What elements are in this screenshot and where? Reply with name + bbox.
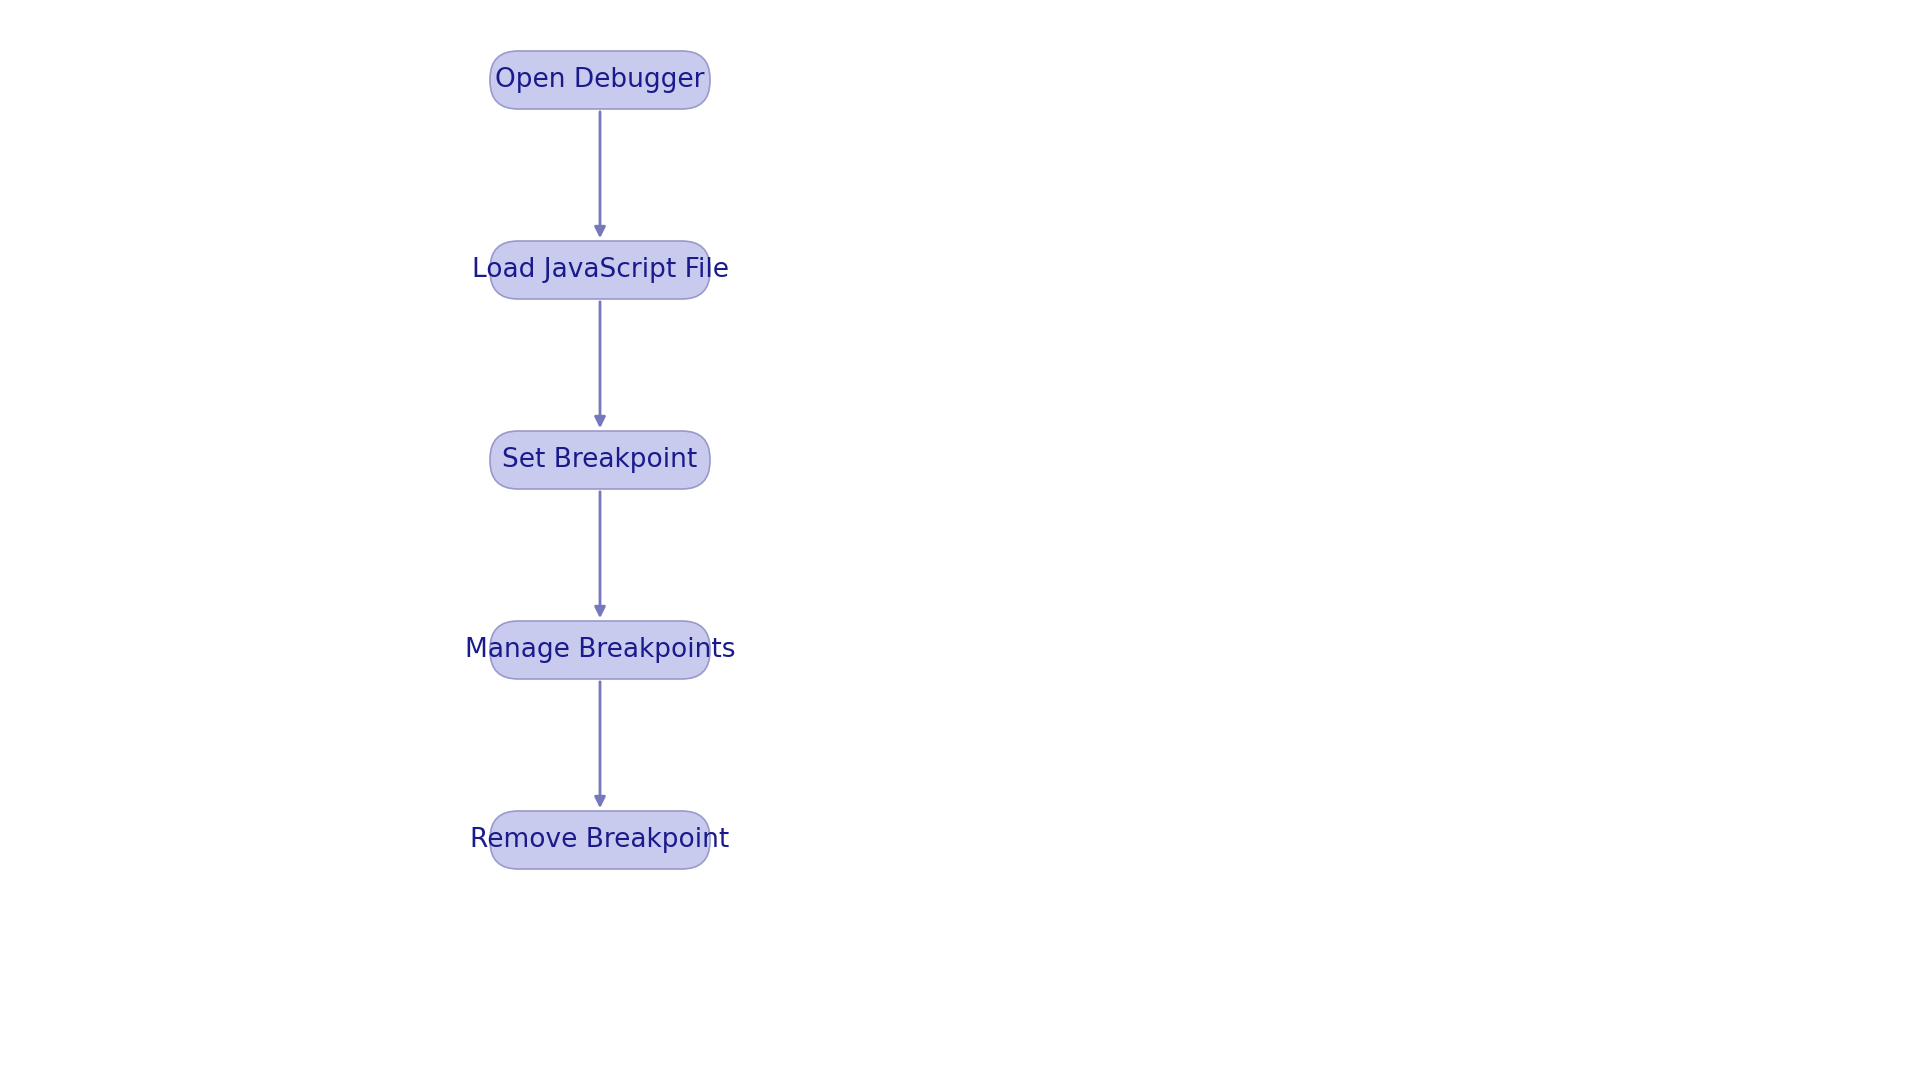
FancyBboxPatch shape: [490, 621, 710, 679]
Text: Remove Breakpoint: Remove Breakpoint: [470, 827, 730, 853]
FancyBboxPatch shape: [490, 51, 710, 109]
FancyBboxPatch shape: [490, 242, 710, 299]
Text: Set Breakpoint: Set Breakpoint: [503, 447, 697, 473]
FancyBboxPatch shape: [490, 431, 710, 490]
Text: Open Debugger: Open Debugger: [495, 67, 705, 93]
Text: Manage Breakpoints: Manage Breakpoints: [465, 637, 735, 663]
FancyBboxPatch shape: [490, 811, 710, 869]
Text: Load JavaScript File: Load JavaScript File: [472, 257, 728, 283]
